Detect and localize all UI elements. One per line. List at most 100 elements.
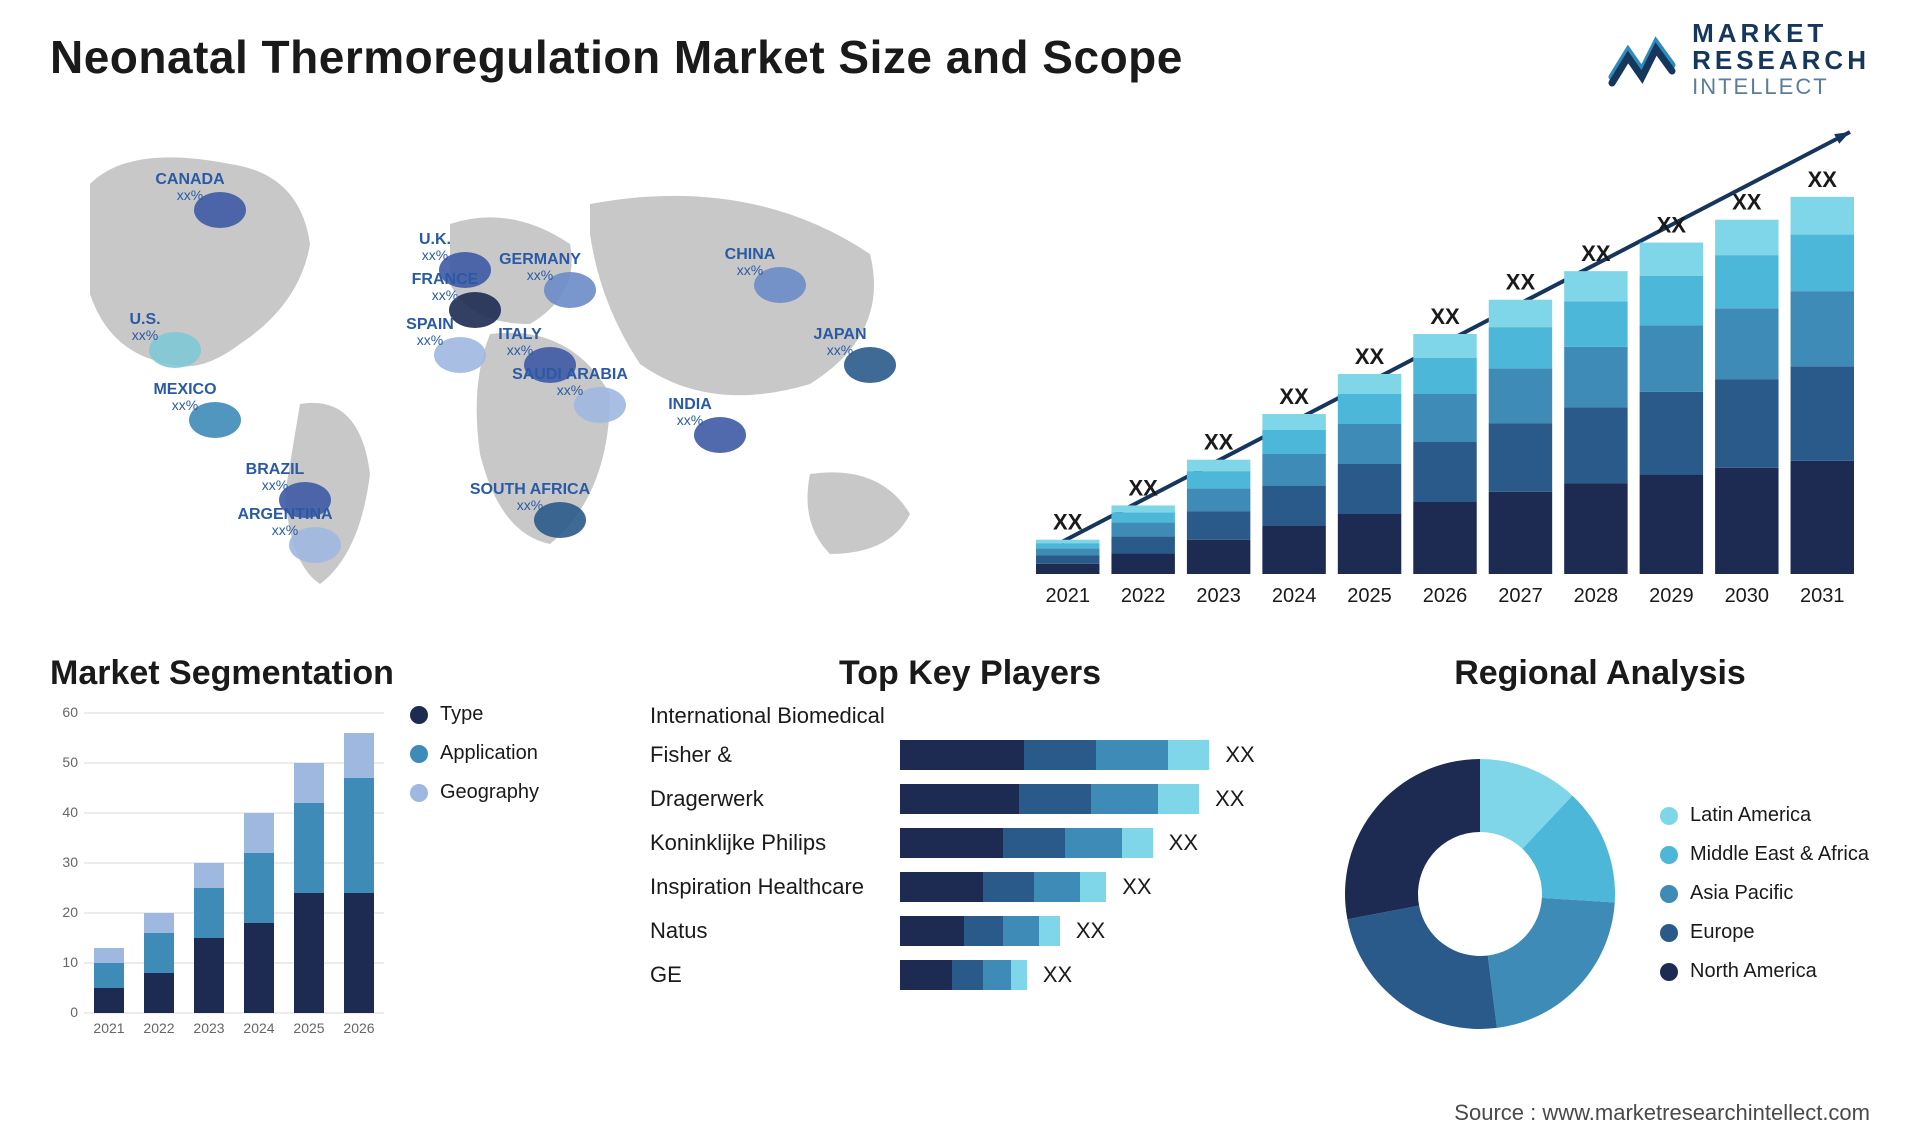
legend-swatch (1660, 807, 1678, 825)
player-value: XX (1169, 830, 1198, 856)
svg-text:2022: 2022 (143, 1020, 174, 1036)
svg-text:INDIA: INDIA (668, 396, 712, 413)
svg-text:2022: 2022 (1121, 585, 1166, 607)
world-map-svg: CANADAxx%U.S.xx%MEXICOxx%BRAZILxx%ARGENT… (50, 104, 970, 624)
regional-panel: Regional Analysis Latin AmericaMiddle Ea… (1330, 654, 1870, 1084)
logo-mark-icon (1608, 31, 1678, 87)
forecast-chart: XX2021XX2022XX2023XX2024XX2025XX2026XX20… (1010, 104, 1870, 624)
player-bar-segment (1158, 784, 1199, 814)
svg-text:FRANCE: FRANCE (412, 271, 479, 288)
player-row: Inspiration HealthcareXX (650, 865, 1290, 909)
player-bar-segment (900, 872, 983, 902)
players-header: International Biomedical (650, 703, 1290, 729)
svg-text:GERMANY: GERMANY (499, 251, 581, 268)
player-bar-segment (952, 960, 983, 990)
legend-label: Asia Pacific (1690, 882, 1793, 905)
legend-swatch (1660, 846, 1678, 864)
legend-swatch (410, 784, 428, 802)
world-map: CANADAxx%U.S.xx%MEXICOxx%BRAZILxx%ARGENT… (50, 104, 970, 624)
player-bar-segment (1011, 960, 1026, 990)
player-name: Fisher & (650, 742, 900, 768)
svg-text:SAUDI ARABIA: SAUDI ARABIA (512, 366, 628, 383)
player-row: Natus XX (650, 909, 1290, 953)
svg-text:ITALY: ITALY (498, 326, 542, 343)
player-bar-segment (983, 872, 1035, 902)
svg-text:2025: 2025 (1347, 585, 1392, 607)
legend-label: Geography (440, 781, 539, 804)
svg-text:xx%: xx% (272, 522, 298, 538)
svg-text:XX: XX (1808, 167, 1838, 192)
regional-legend: Latin AmericaMiddle East & AfricaAsia Pa… (1660, 804, 1869, 983)
player-value: XX (1076, 918, 1105, 944)
svg-text:2029: 2029 (1649, 585, 1694, 607)
svg-text:U.K.: U.K. (419, 231, 451, 248)
player-bar-segment (983, 960, 1012, 990)
player-bar (900, 960, 1027, 990)
player-bar-segment (1096, 740, 1168, 770)
svg-text:CANADA: CANADA (155, 171, 225, 188)
player-bar (900, 916, 1060, 946)
player-bar (900, 740, 1209, 770)
svg-text:MEXICO: MEXICO (153, 381, 216, 398)
player-name: Koninklijke Philips (650, 830, 900, 856)
svg-text:2028: 2028 (1574, 585, 1619, 607)
svg-text:xx%: xx% (422, 247, 448, 263)
player-bar-segment (1034, 872, 1080, 902)
svg-text:xx%: xx% (417, 332, 443, 348)
svg-text:xx%: xx% (527, 267, 553, 283)
top-row: CANADAxx%U.S.xx%MEXICOxx%BRAZILxx%ARGENT… (50, 104, 1870, 624)
players-panel: Top Key Players International Biomedical… (650, 654, 1290, 1084)
svg-text:XX: XX (1129, 475, 1159, 500)
regional-title: Regional Analysis (1330, 654, 1870, 693)
player-name: Natus (650, 918, 900, 944)
legend-label: Type (440, 703, 483, 726)
legend-item: Geography (410, 781, 539, 804)
svg-text:2023: 2023 (193, 1020, 224, 1036)
svg-text:10: 10 (62, 954, 78, 970)
player-bar-segment (1122, 828, 1153, 858)
player-bar-segment (1065, 828, 1122, 858)
players-chart: Fisher &XXDragerwerkXXKoninklijke Philip… (650, 733, 1290, 997)
player-bar-segment (900, 916, 964, 946)
player-row: Koninklijke Philips XX (650, 821, 1290, 865)
player-bar-segment (1019, 784, 1091, 814)
player-bar-segment (1091, 784, 1158, 814)
page-title: Neonatal Thermoregulation Market Size an… (50, 30, 1870, 84)
player-row: DragerwerkXX (650, 777, 1290, 821)
player-value: XX (1122, 874, 1151, 900)
svg-text:20: 20 (62, 904, 78, 920)
brand-logo: MARKET RESEARCH INTELLECT (1608, 20, 1870, 98)
legend-item: North America (1660, 960, 1869, 983)
svg-text:ARGENTINA: ARGENTINA (237, 506, 333, 523)
player-bar-segment (900, 828, 1003, 858)
svg-text:40: 40 (62, 804, 78, 820)
player-row: GEXX (650, 953, 1290, 997)
svg-text:XX: XX (1279, 384, 1309, 409)
svg-text:0: 0 (70, 1004, 78, 1020)
svg-text:XX: XX (1430, 304, 1460, 329)
legend-label: Application (440, 742, 538, 765)
legend-item: Asia Pacific (1660, 882, 1869, 905)
svg-text:xx%: xx% (177, 187, 203, 203)
svg-text:BRAZIL: BRAZIL (246, 461, 305, 478)
player-value: XX (1225, 742, 1254, 768)
legend-swatch (1660, 885, 1678, 903)
player-bar (900, 784, 1199, 814)
player-value: XX (1215, 786, 1244, 812)
player-name: GE (650, 962, 900, 988)
regional-donut (1330, 744, 1630, 1044)
legend-item: Europe (1660, 921, 1869, 944)
svg-text:60: 60 (62, 704, 78, 720)
svg-text:XX: XX (1506, 270, 1536, 295)
svg-text:xx%: xx% (172, 397, 198, 413)
player-bar-segment (1024, 740, 1096, 770)
player-bar-segment (1168, 740, 1209, 770)
svg-text:2027: 2027 (1498, 585, 1543, 607)
segmentation-panel: Market Segmentation 01020304050602021202… (50, 654, 610, 1084)
svg-text:2021: 2021 (93, 1020, 124, 1036)
svg-text:2024: 2024 (243, 1020, 274, 1036)
player-bar (900, 828, 1153, 858)
svg-text:2026: 2026 (1423, 585, 1468, 607)
player-bar-segment (1003, 916, 1039, 946)
svg-text:xx%: xx% (262, 477, 288, 493)
